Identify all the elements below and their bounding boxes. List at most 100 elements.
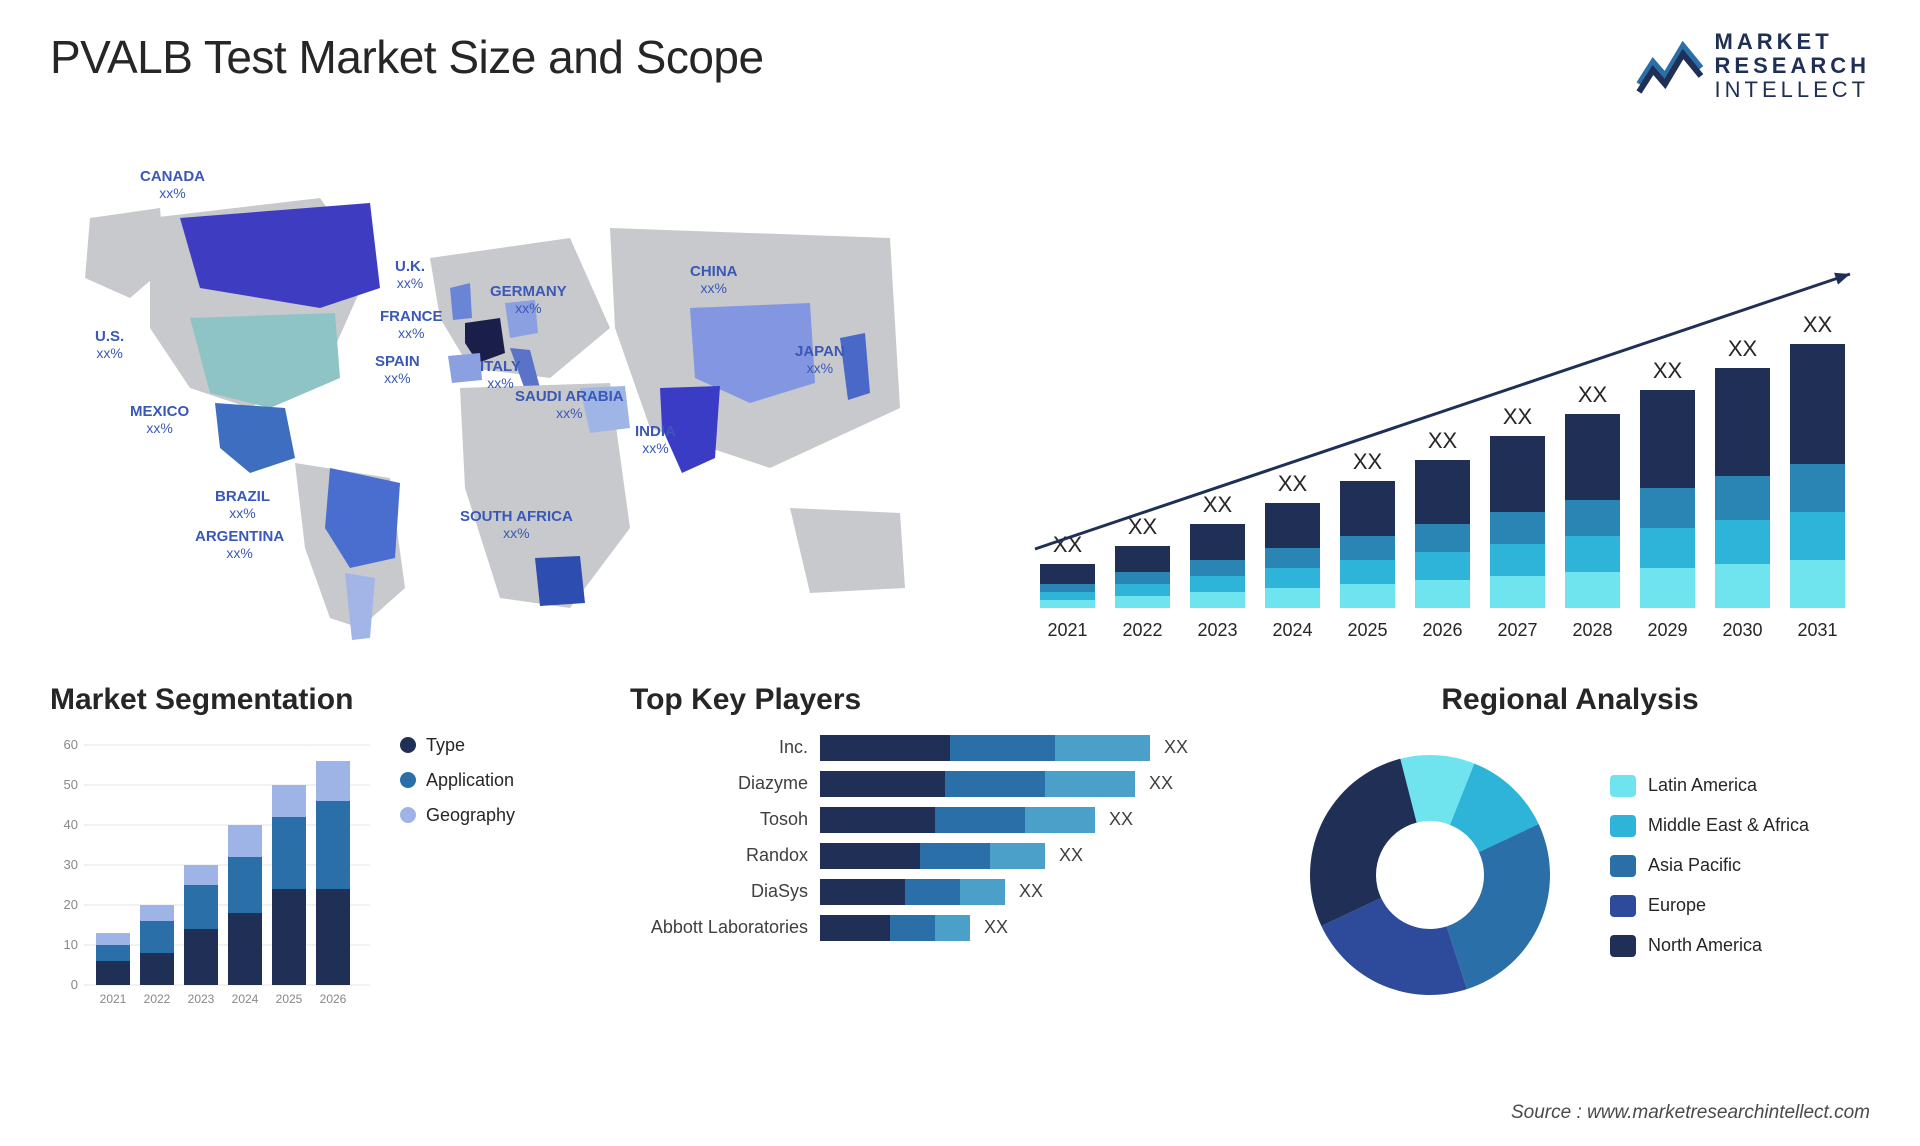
growth-bar-2027-seg0 bbox=[1490, 576, 1545, 608]
map-region-aus-bg bbox=[790, 508, 905, 593]
map-region-spain bbox=[448, 353, 482, 383]
seg-bar-2023-geography bbox=[184, 865, 218, 885]
growth-bar-value-2029: XX bbox=[1653, 358, 1683, 383]
growth-bar-2028-seg0 bbox=[1565, 572, 1620, 608]
growth-bar-2025-seg1 bbox=[1340, 560, 1395, 584]
growth-bar-2027-seg3 bbox=[1490, 436, 1545, 512]
growth-bar-2024-seg3 bbox=[1265, 503, 1320, 548]
seg-legend-application: Application bbox=[400, 770, 515, 791]
seg-bar-2025-application bbox=[272, 817, 306, 889]
player-row-inc-: Inc.XX bbox=[630, 735, 1250, 761]
map-label-italy: ITALYxx% bbox=[480, 358, 521, 391]
player-row-randox: RandoxXX bbox=[630, 843, 1250, 869]
growth-bar-2028-seg2 bbox=[1565, 500, 1620, 536]
source-text: Source : www.marketresearchintellect.com bbox=[1511, 1102, 1870, 1124]
segmentation-section: Market Segmentation 01020304050602021202… bbox=[50, 683, 590, 1015]
growth-bar-year-2024: 2024 bbox=[1272, 620, 1312, 640]
seg-bar-2026-type bbox=[316, 889, 350, 985]
map-label-india: INDIAxx% bbox=[635, 423, 676, 456]
map-label-south-africa: SOUTH AFRICAxx% bbox=[460, 508, 573, 541]
growth-bar-value-2023: XX bbox=[1203, 492, 1233, 517]
regional-legend-asia-pacific: Asia Pacific bbox=[1610, 855, 1809, 877]
svg-text:60: 60 bbox=[64, 737, 78, 752]
map-label-mexico: MEXICOxx% bbox=[130, 403, 189, 436]
growth-bar-2023-seg1 bbox=[1190, 576, 1245, 592]
regional-section: Regional Analysis Latin AmericaMiddle Ea… bbox=[1290, 683, 1850, 1015]
growth-bar-2031-seg3 bbox=[1790, 344, 1845, 464]
growth-bar-2026-seg1 bbox=[1415, 552, 1470, 580]
growth-bar-year-2028: 2028 bbox=[1572, 620, 1612, 640]
growth-bar-2027-seg2 bbox=[1490, 512, 1545, 544]
map-label-canada: CANADAxx% bbox=[140, 168, 205, 201]
growth-bar-2029-seg3 bbox=[1640, 390, 1695, 488]
player-row-diasys: DiaSysXX bbox=[630, 879, 1250, 905]
growth-bar-value-2028: XX bbox=[1578, 382, 1608, 407]
seg-bar-2021-geography bbox=[96, 933, 130, 945]
svg-text:2023: 2023 bbox=[188, 992, 215, 1006]
growth-bar-2029-seg1 bbox=[1640, 528, 1695, 568]
svg-text:0: 0 bbox=[71, 977, 78, 992]
seg-bar-2025-geography bbox=[272, 785, 306, 817]
growth-bar-2023-seg2 bbox=[1190, 560, 1245, 576]
svg-text:2026: 2026 bbox=[320, 992, 347, 1006]
growth-bar-value-2024: XX bbox=[1278, 471, 1308, 496]
growth-bar-2029-seg2 bbox=[1640, 488, 1695, 528]
growth-bar-2024-seg2 bbox=[1265, 548, 1320, 568]
svg-text:2021: 2021 bbox=[100, 992, 127, 1006]
donut-slice-north-america bbox=[1310, 758, 1417, 925]
growth-bar-2023-seg3 bbox=[1190, 524, 1245, 560]
growth-bar-2028-seg1 bbox=[1565, 536, 1620, 572]
svg-text:2022: 2022 bbox=[144, 992, 171, 1006]
player-label: DiaSys bbox=[630, 881, 820, 902]
map-label-france: FRANCExx% bbox=[380, 308, 443, 341]
growth-bar-2030-seg1 bbox=[1715, 520, 1770, 564]
player-value: XX bbox=[1164, 737, 1188, 758]
growth-bar-2021-seg2 bbox=[1040, 584, 1095, 592]
growth-bar-2022-seg2 bbox=[1115, 572, 1170, 584]
seg-bar-2025-type bbox=[272, 889, 306, 985]
regional-donut bbox=[1290, 735, 1570, 1015]
map-label-china: CHINAxx% bbox=[690, 263, 738, 296]
seg-bar-2022-geography bbox=[140, 905, 174, 921]
growth-chart: XX2021XX2022XX2023XX2024XX2025XX2026XX20… bbox=[1000, 128, 1870, 658]
player-bar bbox=[820, 879, 1005, 905]
player-value: XX bbox=[1109, 809, 1133, 830]
map-label-japan: JAPANxx% bbox=[795, 343, 845, 376]
growth-trend-arrow bbox=[1834, 272, 1850, 284]
map-label-u.k.: U.K.xx% bbox=[395, 258, 425, 291]
player-bar bbox=[820, 843, 1045, 869]
growth-bar-value-2031: XX bbox=[1803, 312, 1833, 337]
growth-bar-2027-seg1 bbox=[1490, 544, 1545, 576]
growth-bar-2026-seg3 bbox=[1415, 460, 1470, 524]
regional-legend-middle-east-africa: Middle East & Africa bbox=[1610, 815, 1809, 837]
logo-text: MARKET RESEARCH INTELLECT bbox=[1715, 30, 1870, 103]
map-label-spain: SPAINxx% bbox=[375, 353, 420, 386]
segmentation-title: Market Segmentation bbox=[50, 683, 590, 717]
growth-bar-2024-seg1 bbox=[1265, 568, 1320, 588]
growth-bar-2021-seg3 bbox=[1040, 564, 1095, 584]
svg-text:20: 20 bbox=[64, 897, 78, 912]
player-label: Diazyme bbox=[630, 773, 820, 794]
seg-bar-2021-application bbox=[96, 945, 130, 961]
svg-text:2025: 2025 bbox=[276, 992, 303, 1006]
growth-bar-2026-seg2 bbox=[1415, 524, 1470, 552]
growth-bar-2021-seg1 bbox=[1040, 592, 1095, 600]
regional-legend-latin-america: Latin America bbox=[1610, 775, 1809, 797]
growth-bar-value-2027: XX bbox=[1503, 404, 1533, 429]
growth-bar-year-2027: 2027 bbox=[1497, 620, 1537, 640]
seg-bar-2021-type bbox=[96, 961, 130, 985]
growth-bar-2030-seg0 bbox=[1715, 564, 1770, 608]
regional-legend: Latin America Middle East & Africa Asia Pa… bbox=[1610, 775, 1809, 975]
growth-bar-2024-seg0 bbox=[1265, 588, 1320, 608]
logo: MARKET RESEARCH INTELLECT bbox=[1635, 30, 1870, 103]
growth-bar-value-2025: XX bbox=[1353, 449, 1383, 474]
growth-bar-value-2026: XX bbox=[1428, 428, 1458, 453]
growth-bar-2022-seg1 bbox=[1115, 584, 1170, 596]
svg-text:2024: 2024 bbox=[232, 992, 259, 1006]
logo-icon bbox=[1635, 34, 1705, 98]
growth-bar-2029-seg0 bbox=[1640, 568, 1695, 608]
growth-bar-year-2031: 2031 bbox=[1797, 620, 1837, 640]
players-section: Top Key Players Inc.XXDiazymeXXTosohXXRa… bbox=[630, 683, 1250, 1015]
growth-bar-value-2030: XX bbox=[1728, 336, 1758, 361]
seg-bar-2024-application bbox=[228, 857, 262, 913]
